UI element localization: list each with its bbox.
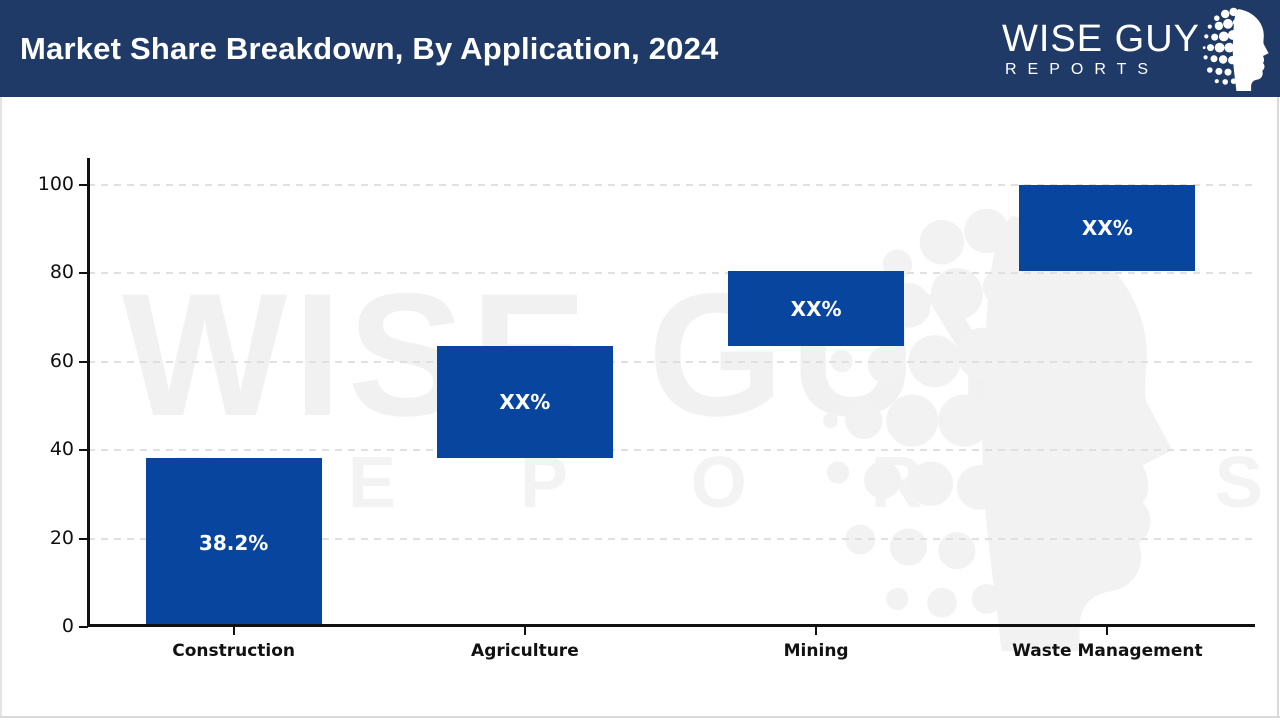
x-axis-label-construction: Construction — [172, 641, 296, 661]
y-tick-label-100: 100 — [37, 173, 74, 195]
y-tick-mark-0 — [79, 626, 88, 628]
x-axis-label-agriculture: Agriculture — [471, 641, 579, 661]
bar-mining: XX% — [728, 271, 905, 347]
y-tick-mark-60 — [79, 360, 88, 363]
bar-agriculture: XX% — [436, 346, 613, 459]
bar-construction: 38.2% — [145, 458, 322, 627]
chart-title: Market Share Breakdown, By Application, … — [20, 30, 719, 66]
y-tick-label-0: 0 — [61, 615, 74, 637]
header-bar: Market Share Breakdown, By Application, … — [0, 0, 1280, 97]
bar-value-label-mining: XX% — [790, 296, 842, 321]
gridline-60 — [88, 360, 1253, 363]
gridline-100 — [88, 184, 1253, 186]
brand-logo: WISE GUY REPORTS — [1002, 0, 1270, 97]
y-tick-label-20: 20 — [49, 526, 74, 549]
bar-value-label-waste-management: XX% — [1081, 216, 1133, 241]
y-tick-mark-40 — [79, 449, 88, 452]
plot-area: 0 20 40 60 80 100 38.2% Construction XX% Agricult… — [0, 97, 1280, 720]
gridline-20 — [88, 537, 1253, 540]
x-tick-mark-construction — [232, 627, 235, 635]
x-tick-mark-agriculture — [523, 627, 526, 635]
bar-value-label-agriculture: XX% — [499, 390, 551, 415]
y-tick-label-60: 60 — [49, 349, 74, 372]
left-edge-border — [0, 97, 2, 718]
y-tick-mark-100 — [79, 184, 88, 186]
x-tick-mark-waste-management — [1106, 627, 1109, 635]
x-axis-line — [87, 624, 1255, 627]
y-tick-label-40: 40 — [49, 438, 74, 461]
bar-waste-management: XX% — [1019, 185, 1196, 272]
gridline-80 — [88, 272, 1253, 275]
brand-name: WISE GUY — [1001, 17, 1200, 60]
y-tick-mark-80 — [79, 272, 88, 275]
brand-logo-text: WISE GUY REPORTS — [1002, 20, 1200, 78]
x-axis-label-waste-management: Waste Management — [1012, 641, 1203, 661]
x-tick-mark-mining — [815, 627, 818, 635]
face-profile-logo-icon — [1200, 7, 1270, 91]
y-axis-line — [87, 158, 90, 627]
bottom-edge-border — [0, 716, 1280, 718]
x-axis-label-mining: Mining — [783, 641, 849, 661]
gridline-40 — [88, 449, 1253, 452]
y-tick-label-80: 80 — [49, 261, 74, 284]
y-tick-mark-20 — [79, 537, 88, 540]
brand-subtitle: REPORTS — [1004, 60, 1160, 78]
bar-value-label-construction: 38.2% — [198, 530, 269, 555]
right-edge-border — [1277, 97, 1279, 718]
